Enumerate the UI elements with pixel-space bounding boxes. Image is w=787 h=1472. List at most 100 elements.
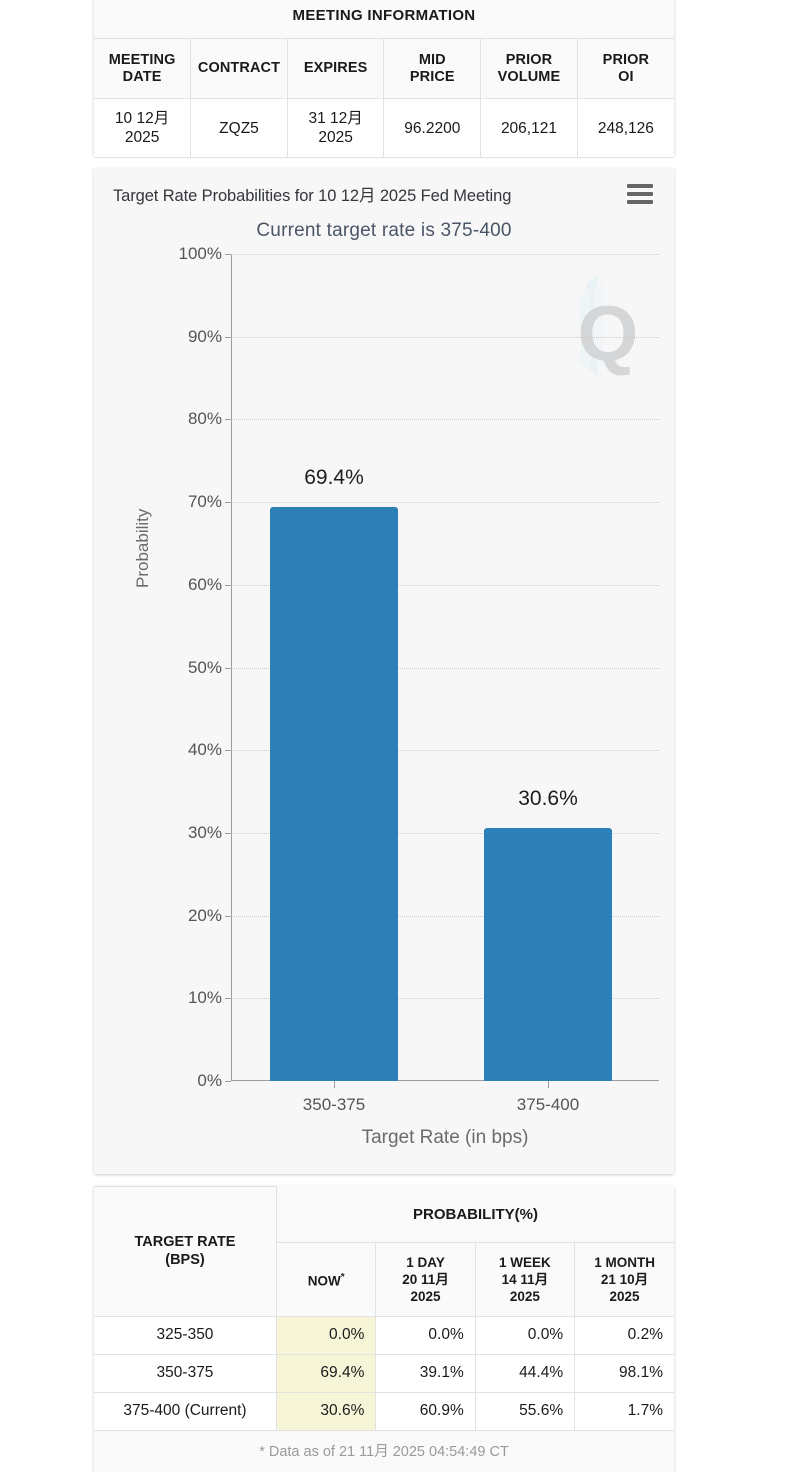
ytick-label-50: 50%	[187, 657, 222, 677]
y-axis-title: Probability	[133, 508, 152, 588]
ytick-label-80: 80%	[187, 409, 222, 429]
ytick-label-20: 20%	[187, 905, 222, 925]
table-row: 375-400 (Current) 30.6% 60.9% 55.6% 1.7%	[94, 1391, 674, 1431]
cell-325-350-1month: 0.2%	[574, 1315, 674, 1355]
ytick-label-100: 100%	[178, 244, 222, 263]
xtick-label-350-375: 350-375	[302, 1095, 366, 1114]
header-1-week-line3: 2025	[509, 1288, 540, 1304]
cell-350-375-1day: 39.1%	[375, 1353, 476, 1393]
chart-title: Target Rate Probabilities for 10 12月 202…	[113, 187, 512, 205]
ytick-label-40: 40%	[187, 740, 222, 760]
cell-350-375-1month: 98.1%	[574, 1353, 674, 1393]
gridline-50	[231, 667, 659, 669]
meeting-information-table: MEETING INFORMATION MEETING DATE CONTRAC…	[94, 0, 674, 158]
chart-header: Target Rate Probabilities for 10 12月 202…	[94, 168, 674, 220]
header-1-day-line1: 1 DAY	[406, 1254, 445, 1270]
cell-expires: 31 12月 2025	[286, 98, 385, 158]
header-now: NOW*	[275, 1241, 377, 1317]
ytick-label-0: 0%	[197, 1071, 222, 1090]
ytick-label-90: 90%	[187, 326, 222, 346]
header-prior-volume: PRIOR VOLUME	[480, 38, 578, 99]
ytick-mark-80	[225, 419, 231, 421]
cell-375-400-1day: 60.9%	[375, 1391, 476, 1431]
bar-375-400[interactable]	[484, 827, 612, 1081]
header-expires: EXPIRES	[286, 38, 385, 99]
plot-area: 100% 90% 80% 70% 60% 50% 40% 30% 20% 10%…	[179, 244, 659, 1148]
probability-table-panel: TARGET RATE (BPS) PROBABILITY(%) NOW* 1 …	[94, 1186, 674, 1472]
x-axis-title: Target Rate (in bps)	[361, 1127, 529, 1148]
table-row: 325-350 0.0% 0.0% 0.0% 0.2%	[94, 1315, 674, 1355]
ytick-label-30: 30%	[187, 822, 222, 842]
cell-375-400-now: 30.6%	[275, 1391, 377, 1431]
gridline-70	[231, 502, 659, 504]
gridline-10	[231, 998, 659, 1000]
header-mid-price-line2: PRICE	[409, 68, 455, 85]
header-target-rate-line1: TARGET RATE	[134, 1234, 236, 1251]
header-now-label: NOW	[307, 1273, 341, 1289]
header-now-marker: *	[340, 1271, 345, 1283]
ytick-mark-40	[225, 750, 231, 752]
cell-350-375-1week: 44.4%	[474, 1353, 576, 1393]
cell-meeting-date: 10 12月 2025	[94, 98, 192, 158]
gridline-40	[231, 750, 659, 752]
header-mid-price-line1: MID	[418, 51, 446, 68]
bar-label-375-400: 30.6%	[518, 786, 578, 810]
data-timestamp-footnote: * Data as of 21 11月 2025 04:54:49 CT	[94, 1429, 674, 1471]
header-target-rate: TARGET RATE (BPS)	[94, 1186, 277, 1316]
probability-table: TARGET RATE (BPS) PROBABILITY(%) NOW* 1 …	[94, 1186, 674, 1471]
ytick-label-10: 10%	[187, 988, 222, 1008]
cell-325-350-1week: 0.0%	[474, 1315, 576, 1355]
cell-expires-line2: 2025	[318, 129, 353, 146]
header-prior-volume-line2: VOLUME	[497, 68, 561, 85]
header-1-month-line3: 2025	[609, 1288, 640, 1304]
x-axis-line	[231, 1080, 659, 1081]
bar-350-375[interactable]	[270, 507, 398, 1081]
cell-mid-price: 96.2200	[383, 98, 482, 158]
cell-contract: ZQZ5	[190, 98, 288, 158]
cell-375-400-1week: 55.6%	[474, 1391, 576, 1431]
footnote-row: * Data as of 21 11月 2025 04:54:49 CT	[94, 1429, 674, 1471]
ytick-mark-30	[225, 832, 231, 834]
gridline-80	[231, 419, 659, 421]
chart-panel: Target Rate Probabilities for 10 12月 202…	[94, 168, 674, 1174]
cell-expires-line1: 31 12月	[308, 110, 363, 127]
table-title-row: MEETING INFORMATION	[94, 0, 674, 39]
xtick-mark-375-400	[548, 1081, 549, 1088]
hamburger-menu-icon[interactable]	[627, 184, 653, 204]
header-contract: CONTRACT	[190, 38, 288, 99]
ytick-mark-90	[225, 336, 231, 338]
ytick-label-70: 70%	[187, 492, 222, 512]
header-mid-price: MID PRICE	[383, 38, 482, 99]
prob-sub-header-row: NOW* 1 DAY 20 11月 2025 1 WEEK 14 11月 202…	[94, 1241, 674, 1317]
cell-prior-volume: 206,121	[480, 98, 578, 158]
ytick-mark-100	[225, 254, 231, 255]
ytick-mark-10	[225, 998, 231, 1000]
ytick-label-60: 60%	[187, 574, 222, 594]
header-meeting-date-line1: MEETING	[108, 51, 176, 68]
header-1-day: 1 DAY 20 11月 2025	[375, 1241, 476, 1317]
bar-label-350-375: 69.4%	[304, 465, 364, 489]
header-meeting-date: MEETING DATE	[94, 38, 192, 99]
header-prior-oi-line1: PRIOR	[602, 51, 650, 68]
hamburger-bar-2	[627, 192, 653, 196]
gridline-60	[231, 584, 659, 586]
header-prior-oi-line2: OI	[618, 68, 634, 85]
header-1-month-line2: 21 10月	[600, 1271, 649, 1287]
xtick-mark-350-375	[334, 1081, 335, 1088]
chart-subtitle: Current target rate is 375-400	[256, 220, 512, 241]
gridline-90	[231, 336, 659, 338]
hamburger-bar-3	[627, 200, 653, 204]
header-1-day-line2: 20 11月	[402, 1271, 449, 1287]
ytick-mark-0	[225, 1081, 231, 1082]
xtick-label-375-400: 375-400	[516, 1095, 580, 1114]
table-header-row: MEETING DATE CONTRACT EXPIRES MID PRICE …	[94, 38, 674, 99]
cell-meeting-date-line2: 2025	[124, 129, 160, 146]
row-label-325-350: 325-350	[94, 1315, 277, 1355]
hamburger-bar-1	[627, 184, 653, 188]
gridline-100	[231, 254, 659, 255]
table-row: 350-375 69.4% 39.1% 44.4% 98.1%	[94, 1353, 674, 1393]
header-1-month: 1 MONTH 21 10月 2025	[574, 1241, 674, 1317]
ytick-mark-60	[225, 584, 231, 586]
prob-group-header-row: TARGET RATE (BPS) PROBABILITY(%)	[94, 1186, 674, 1316]
